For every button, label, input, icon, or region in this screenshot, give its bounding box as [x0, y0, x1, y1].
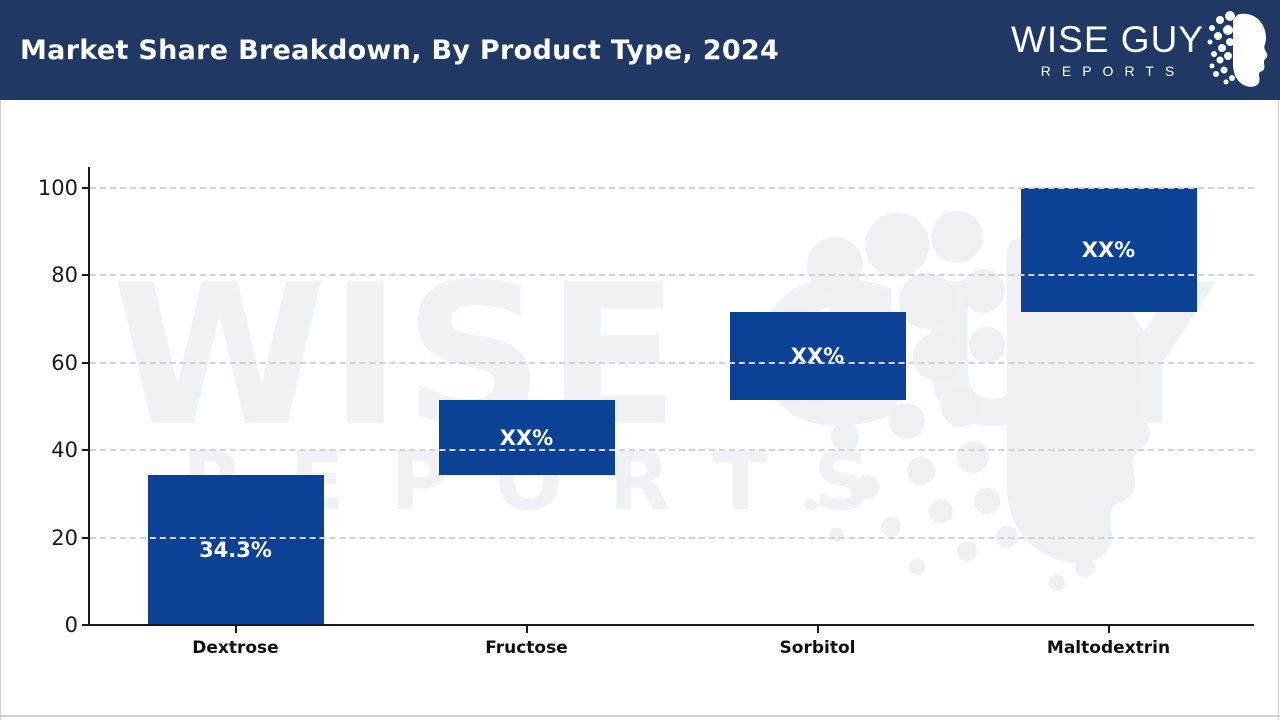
chart-title: Market Share Breakdown, By Product Type,…	[20, 34, 780, 66]
x-axis-tick-sorbitol	[816, 625, 819, 633]
bar-fructose: XX%	[438, 400, 615, 475]
gridline-y-80	[90, 274, 1254, 276]
bar-sorbitol: XX%	[729, 312, 906, 401]
gridline-y-60	[90, 361, 1254, 364]
x-axis-tick-dextrose	[234, 625, 237, 633]
y-axis-tick-40	[82, 449, 90, 451]
logo-name: WISE GUY	[1010, 19, 1204, 61]
x-axis-tick-fructose	[525, 625, 528, 633]
y-axis-label-40: 40	[51, 438, 78, 462]
y-axis-tick-0	[82, 624, 90, 626]
y-axis-label-100: 100	[37, 175, 78, 200]
bar-value-label: 34.3%	[199, 537, 272, 562]
figure-bottom-border	[0, 715, 1280, 717]
y-axis-line	[88, 167, 90, 626]
y-axis-tick-80	[82, 274, 90, 276]
y-axis-label-60: 60	[51, 350, 78, 375]
logo-face-icon	[1207, 11, 1268, 87]
bar-value-label: XX%	[499, 425, 554, 450]
y-axis-tick-20	[82, 536, 90, 539]
watermark-face-dots	[775, 211, 1150, 591]
figure-right-border	[1278, 100, 1279, 720]
wise-guy-logo: WISE GUY REPORTS	[1011, 6, 1270, 94]
x-axis-line	[88, 624, 1254, 626]
gridline-y-40	[90, 449, 1254, 451]
logo-subtitle: REPORTS	[1040, 62, 1186, 79]
y-axis-label-0: 0	[64, 613, 78, 637]
x-axis-label-fructose: Fructose	[485, 638, 568, 658]
x-axis-label-maltodextrin: Maltodextrin	[1046, 638, 1171, 658]
figure-left-border	[0, 100, 1, 720]
bar-maltodextrin: XX%	[1020, 187, 1197, 313]
y-axis-label-80: 80	[51, 263, 78, 287]
logo-text: WISE GUY REPORTS	[1010, 19, 1204, 79]
gridline-y-100	[90, 186, 1254, 189]
x-axis-tick-maltodextrin	[1107, 625, 1110, 633]
y-axis-tick-100	[82, 186, 90, 189]
bar-value-label: XX%	[1081, 237, 1136, 262]
gridline-y-20	[90, 536, 1254, 539]
x-axis-label-dextrose: Dextrose	[192, 638, 279, 658]
header-band: Market Share Breakdown, By Product Type,…	[0, 0, 1280, 100]
y-axis-tick-60	[82, 361, 90, 364]
bar-value-label: XX%	[790, 344, 845, 369]
y-axis-label-20: 20	[51, 525, 78, 550]
x-axis-label-sorbitol: Sorbitol	[779, 638, 856, 658]
bar-dextrose: 34.3%	[147, 474, 324, 625]
